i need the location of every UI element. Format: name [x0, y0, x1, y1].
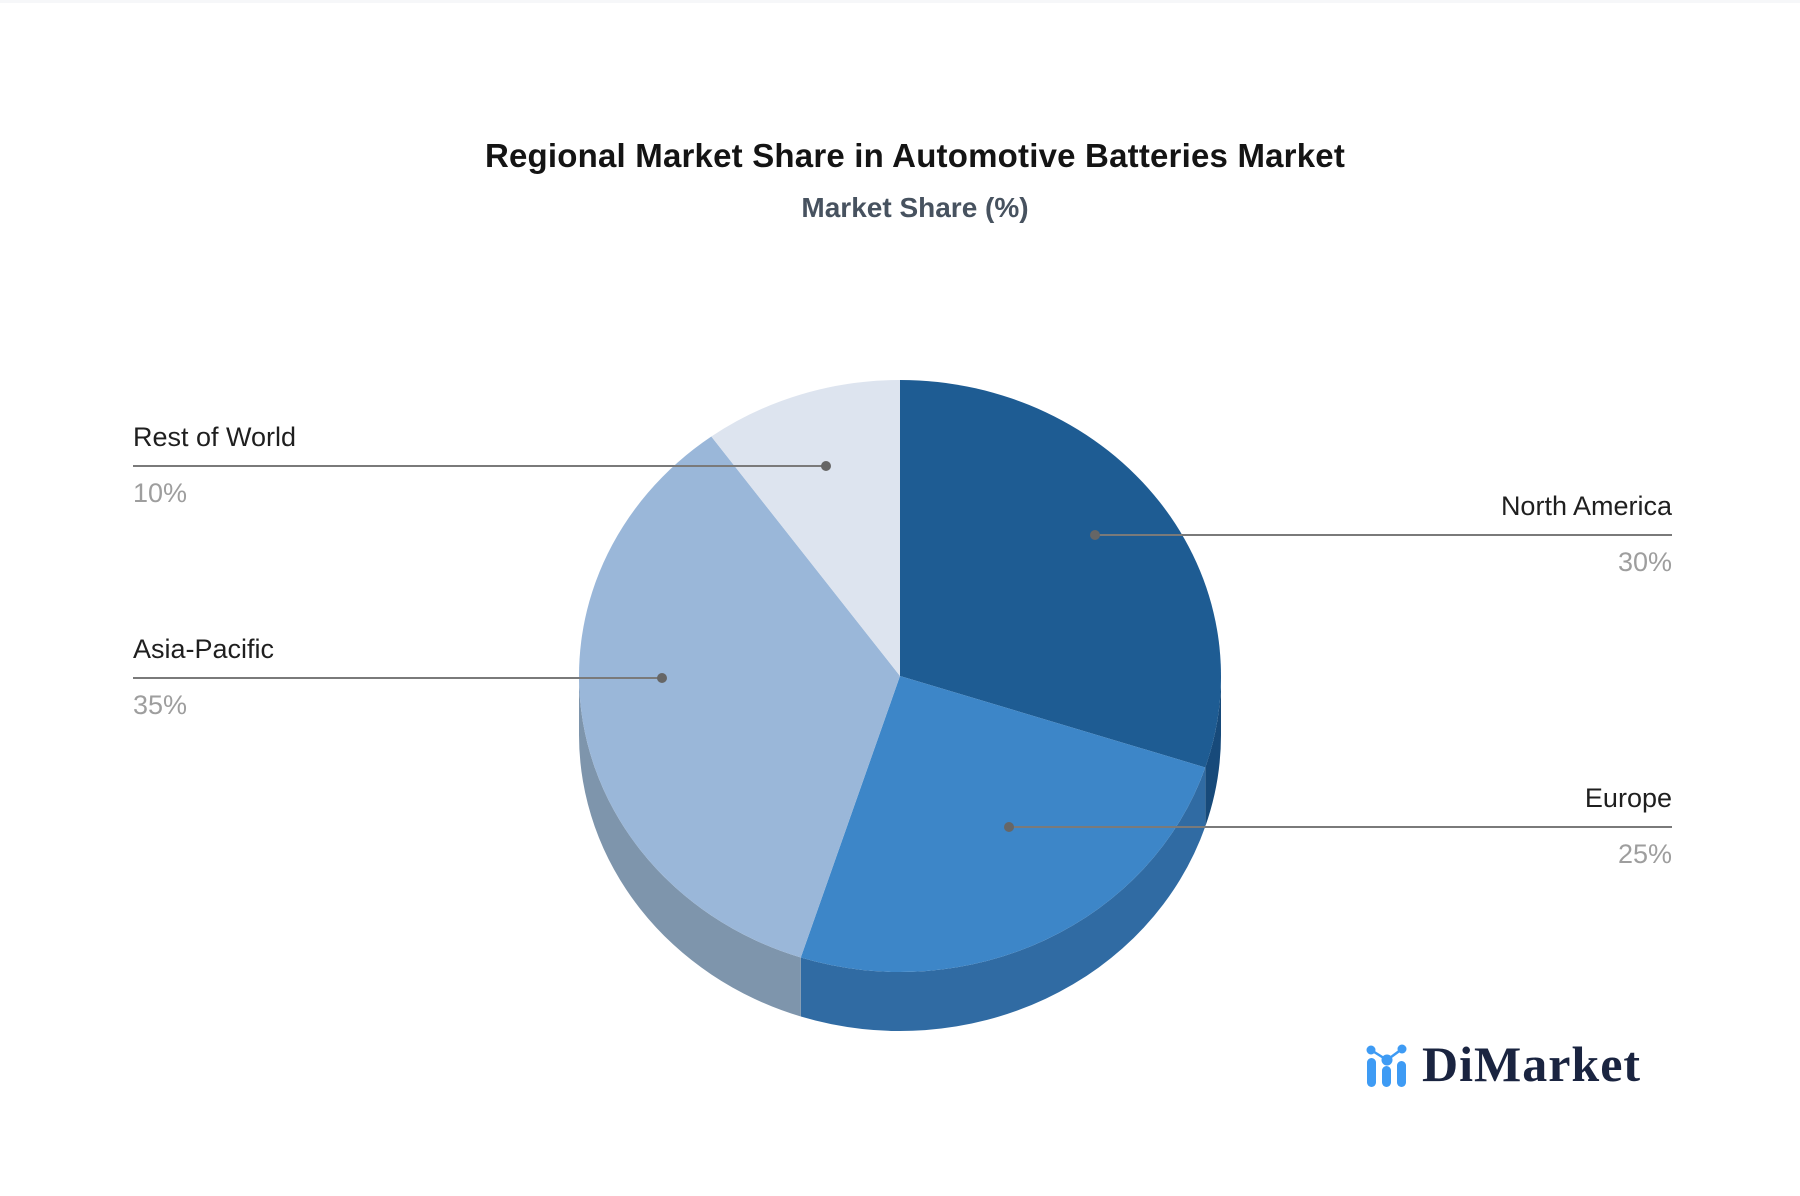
- slice-percentage: 25%: [1617, 839, 1672, 869]
- slice-name: North America: [1500, 491, 1672, 521]
- pie-slice: [578, 436, 900, 958]
- pie-slice-side: [800, 767, 1206, 1031]
- bar-line-chart-icon: [1366, 1044, 1407, 1087]
- slice-name: Rest of World: [133, 422, 297, 452]
- brand-name: DiMarket: [1422, 1036, 1642, 1092]
- slice-percentage: 30%: [1617, 547, 1672, 577]
- chart-subtitle: Market Share (%): [801, 192, 1029, 223]
- chart-title: Regional Market Share in Automotive Batt…: [484, 137, 1346, 174]
- slice-name: Asia-Pacific: [133, 634, 275, 664]
- pie-slice: [900, 380, 1221, 768]
- leader-dot: [1004, 822, 1014, 832]
- pie-slice-side: [1205, 676, 1221, 827]
- leader-dot: [657, 673, 667, 683]
- slice-percentage: 10%: [133, 478, 188, 508]
- slice-label-north-america: North America 30%: [1501, 491, 1672, 577]
- pie-slice: [800, 676, 1206, 972]
- slice-label-rest-of-world: Rest of World 10%: [133, 422, 296, 508]
- slice-label-asia-pacific: Asia-Pacific 35%: [133, 634, 274, 720]
- pie-slice-side: [579, 676, 801, 1017]
- top-border-strip: [0, 0, 1800, 3]
- leader-dot: [821, 461, 831, 471]
- slice-percentage: 35%: [133, 690, 188, 720]
- pie-slice: [711, 380, 900, 676]
- slice-name: Europe: [1584, 783, 1672, 813]
- brand-logo: DiMarket: [1364, 1038, 1641, 1090]
- slice-label-europe: Europe 25%: [1585, 783, 1672, 869]
- leader-dot: [1090, 530, 1100, 540]
